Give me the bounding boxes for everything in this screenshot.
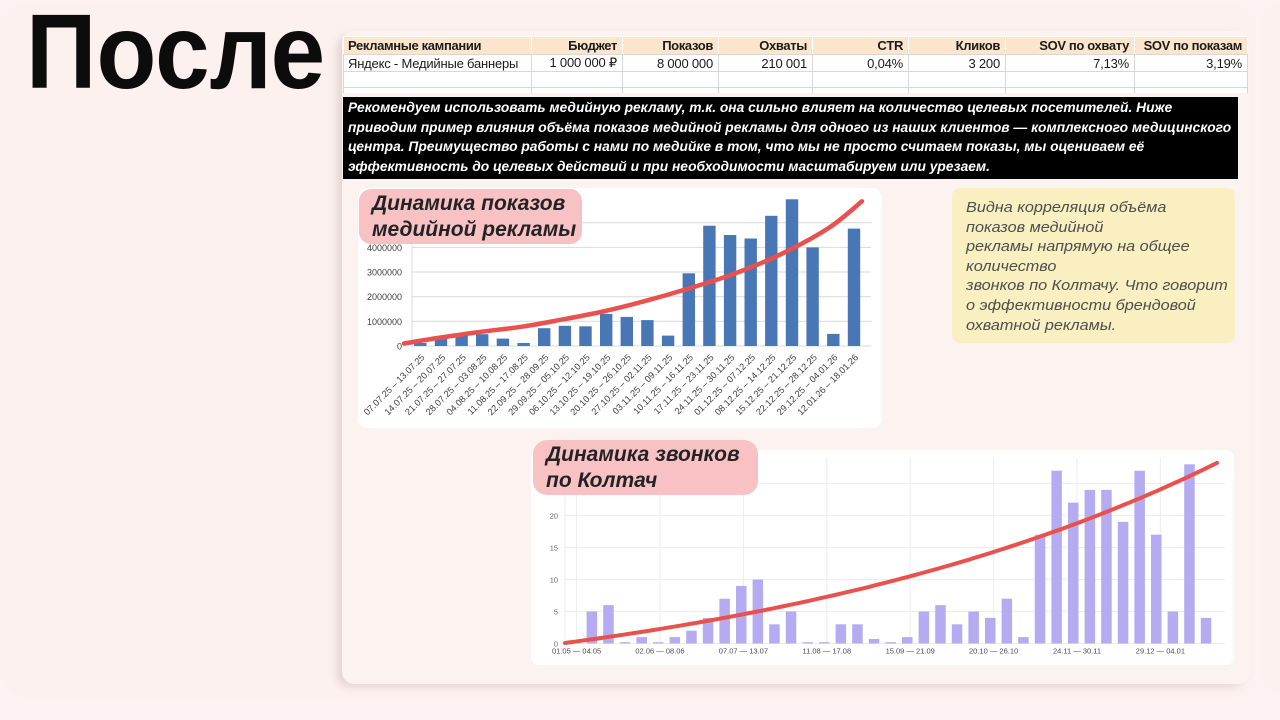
svg-text:20.10 — 26.10: 20.10 — 26.10 xyxy=(969,647,1018,656)
svg-text:24.11 — 30.11: 24.11 — 30.11 xyxy=(1053,647,1101,656)
svg-text:15.09 — 21.09: 15.09 — 21.09 xyxy=(886,647,935,656)
svg-text:20: 20 xyxy=(550,512,558,521)
svg-text:15: 15 xyxy=(550,544,558,553)
svg-text:02.06 — 08.06: 02.06 — 08.06 xyxy=(635,647,684,656)
svg-text:3000000: 3000000 xyxy=(367,268,402,278)
svg-text:4000000: 4000000 xyxy=(367,243,402,253)
svg-text:0: 0 xyxy=(397,342,402,352)
svg-text:0: 0 xyxy=(554,640,558,649)
svg-text:2000000: 2000000 xyxy=(367,292,402,302)
svg-text:07.07 — 13.07: 07.07 — 13.07 xyxy=(719,647,768,656)
svg-text:5: 5 xyxy=(554,608,558,617)
svg-text:01.05 — 04.05: 01.05 — 04.05 xyxy=(552,647,601,656)
svg-text:11.08 — 17.08: 11.08 — 17.08 xyxy=(802,647,851,656)
svg-text:10: 10 xyxy=(550,576,558,585)
svg-text:29.12 — 04.01: 29.12 — 04.01 xyxy=(1136,647,1185,656)
svg-text:1000000: 1000000 xyxy=(367,317,402,327)
